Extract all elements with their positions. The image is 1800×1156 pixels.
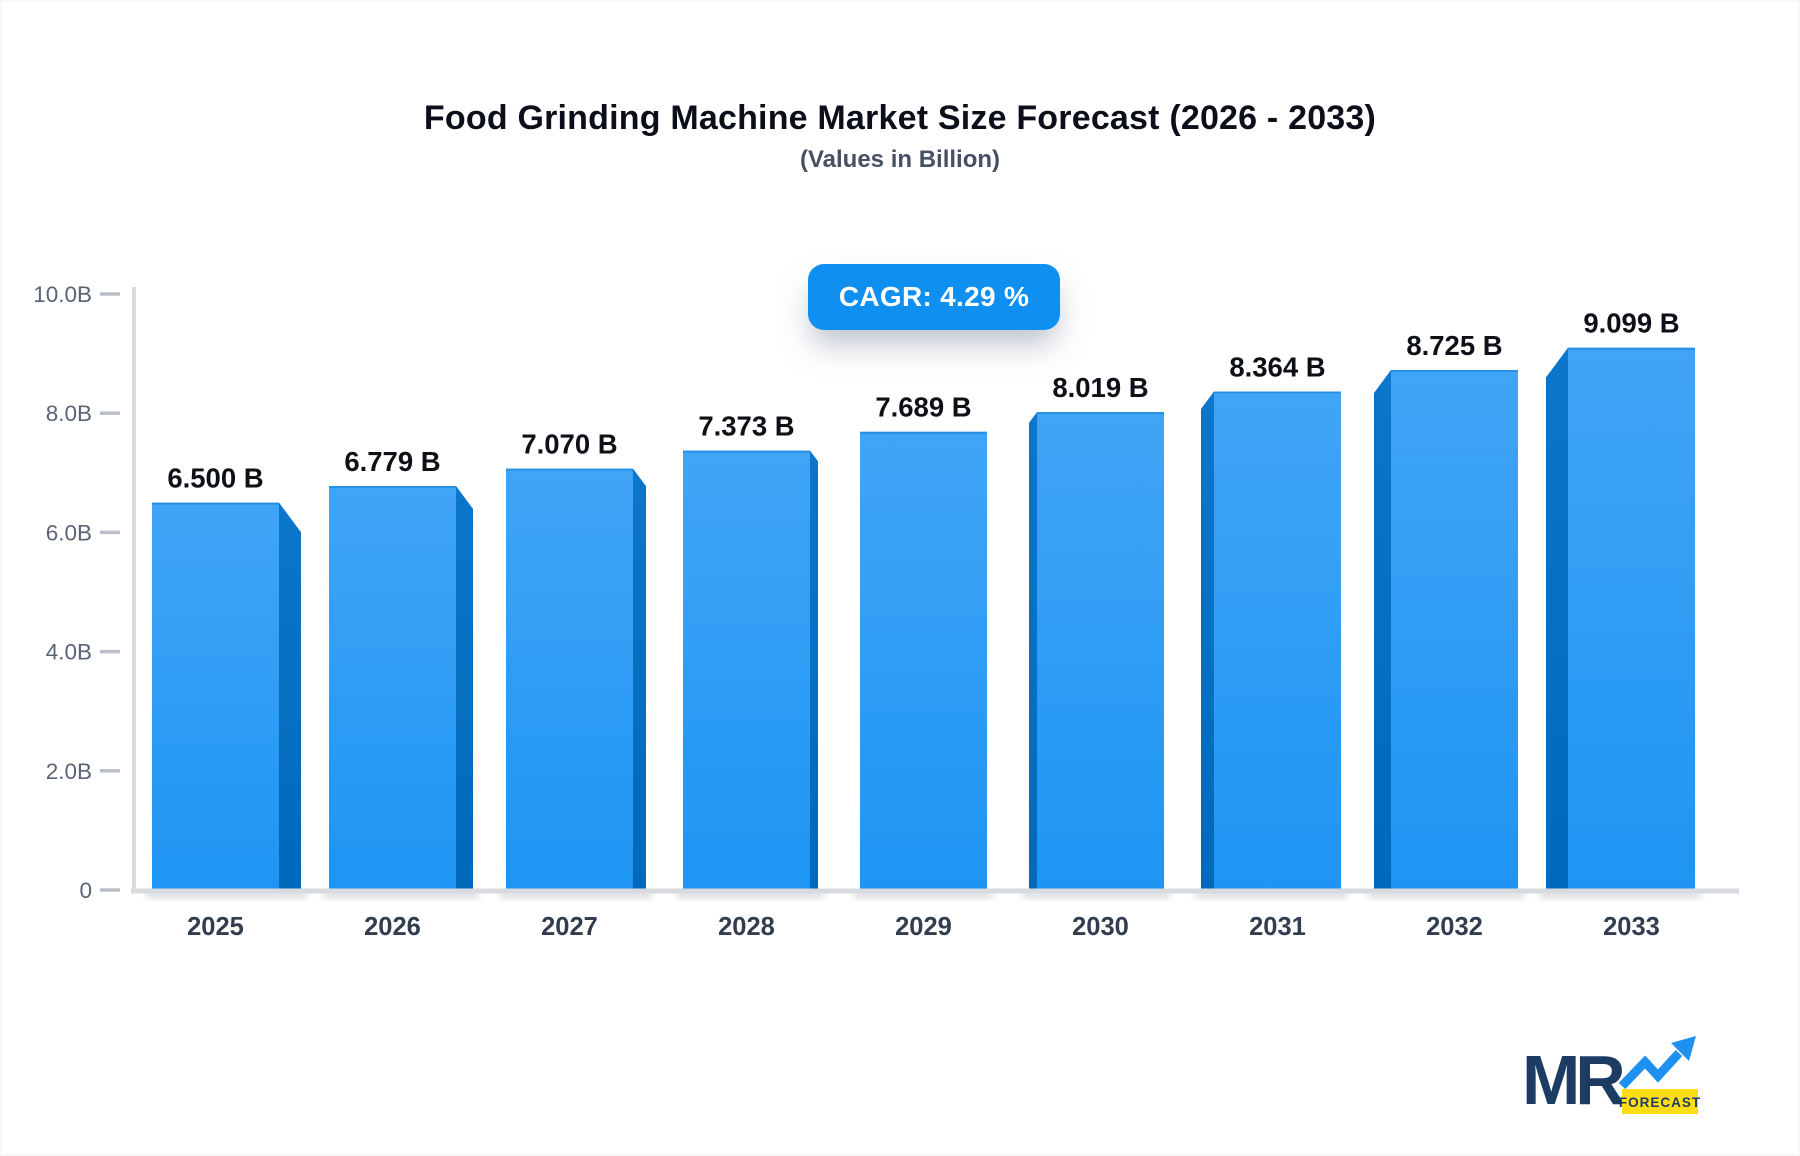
logo-arrowhead-icon <box>1671 1036 1696 1061</box>
y-axis-label: 4.0B <box>46 640 92 665</box>
bar-value-label: 8.019 B <box>1052 372 1148 403</box>
x-axis-label: 2033 <box>1603 913 1660 941</box>
bar-side-face <box>456 485 473 890</box>
bar-shadow <box>1368 892 1524 898</box>
x-axis-label: 2032 <box>1426 913 1483 941</box>
x-axis-label: 2027 <box>541 913 598 941</box>
y-axis-label: 2.0B <box>46 759 92 784</box>
x-axis-label: 2029 <box>895 913 952 941</box>
x-axis-label: 2026 <box>364 913 421 941</box>
bar-side-face <box>279 502 301 890</box>
bar-value-label: 7.373 B <box>698 411 794 442</box>
bar-side-face <box>633 468 646 890</box>
bar <box>329 485 456 890</box>
cagr-badge: CAGR: 4.29 % <box>808 264 1060 330</box>
bar <box>1568 347 1695 890</box>
bar-value-label: 6.779 B <box>344 446 440 477</box>
bar-shadow <box>1540 892 1701 898</box>
bar-shadow <box>146 892 307 898</box>
x-axis-label: 2030 <box>1072 913 1129 941</box>
bar-value-label: 6.500 B <box>167 463 263 494</box>
chart-title: Food Grinding Machine Market Size Foreca… <box>423 99 1377 137</box>
bar <box>1214 391 1341 890</box>
bar-value-label: 8.725 B <box>1406 330 1502 361</box>
bar-side-face <box>1029 412 1037 890</box>
logo-forecast-text: FORECAST <box>1619 1095 1701 1110</box>
mr-forecast-logo: MR FORECAST <box>1522 1036 1701 1114</box>
bar-value-label: 7.689 B <box>875 392 971 423</box>
bar <box>152 502 279 890</box>
bar <box>506 468 633 890</box>
logo-trend-arrow-icon <box>1618 1049 1683 1090</box>
bar-side-face <box>1201 391 1214 890</box>
cagr-badge-label: CAGR: 4.29 % <box>838 281 1030 312</box>
y-axis-label: 10.0B <box>33 282 92 307</box>
chart-header: Food Grinding Machine Market Size Foreca… <box>2 96 1798 174</box>
y-axis-label: 6.0B <box>46 520 92 545</box>
bar-shadow <box>323 892 479 898</box>
bar-shadow <box>1023 892 1170 898</box>
bar-shadow <box>677 892 824 898</box>
x-axis-label: 2025 <box>187 913 244 941</box>
logo-forecast-box <box>1622 1089 1698 1114</box>
bar-value-label: 9.099 B <box>1583 308 1679 339</box>
bar-value-label: 7.070 B <box>521 429 617 460</box>
chart-subtitle: (Values in Billion) <box>799 146 1001 173</box>
bar <box>1391 369 1518 890</box>
bar-side-face <box>1546 347 1568 890</box>
bar-shadow <box>500 892 652 898</box>
bar-shadow <box>1195 892 1347 898</box>
bar-side-face <box>810 450 818 890</box>
bar-shadow <box>854 892 993 898</box>
bar-value-label: 8.364 B <box>1229 352 1325 383</box>
logo-mr-text: MR <box>1522 1041 1625 1114</box>
y-axis-label: 0 <box>79 878 92 903</box>
x-axis-label: 2031 <box>1249 913 1306 941</box>
bar <box>683 450 810 890</box>
bar <box>860 431 987 890</box>
bar <box>1037 412 1164 890</box>
bar-side-face <box>1374 369 1391 890</box>
x-axis-label: 2028 <box>718 913 775 941</box>
y-axis-label: 8.0B <box>46 401 92 426</box>
